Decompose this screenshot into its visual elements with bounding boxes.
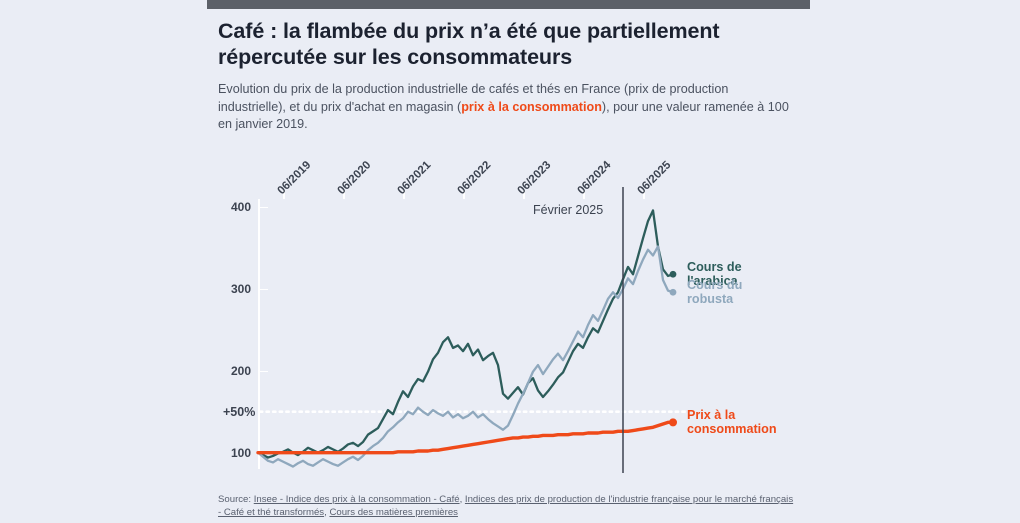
y-axis-line <box>258 199 260 469</box>
x-axis-label: 06/2020 <box>335 159 374 197</box>
x-axis-tick <box>523 190 525 199</box>
x-axis-label: 06/2023 <box>515 159 554 197</box>
x-axis-tick <box>403 190 405 199</box>
source-note: Source: Insee - Indice des prix à la con… <box>218 494 798 519</box>
y-axis-label: 200 <box>230 363 251 378</box>
subtitle-text-1: Evolution du prix de la production indus… <box>218 82 729 114</box>
source-link-3[interactable]: Cours des matières premières <box>329 506 458 518</box>
source-sep-2: , <box>324 506 330 518</box>
x-axis-tick <box>343 190 345 199</box>
y-axis-label: 400 <box>230 200 251 215</box>
top-accent-bar <box>207 0 810 9</box>
x-axis-tick <box>283 190 285 199</box>
series-end-marker <box>669 270 677 278</box>
chart-card: Café : la flambée du prix n’a été que pa… <box>207 9 810 523</box>
series-svg <box>256 187 689 473</box>
source-sep-1: , <box>459 494 465 505</box>
source-link-1[interactable]: Insee - Indice des prix à la consommatio… <box>253 494 460 505</box>
subtitle-highlight: prix à la consommation <box>461 99 602 114</box>
series-line <box>256 245 675 468</box>
series-label-line: Prix à la <box>687 408 736 423</box>
series-label: Prix à la consommation <box>687 408 777 436</box>
x-axis-label: 06/2025 <box>635 159 674 197</box>
series-label-line: consommation <box>687 422 777 437</box>
line-chart: 100 200 300 400 06/2019 06/2020 06/2021 06/202… <box>218 141 810 486</box>
x-axis-tick <box>583 190 585 199</box>
x-axis-label: 06/2024 <box>575 159 614 197</box>
subtitle-text-2: ), pour une valeur ramenée à 100 en janv… <box>218 99 789 132</box>
series-end-marker <box>669 288 677 296</box>
source-link-2[interactable]: Indices des prix de production de l'indu… <box>218 494 794 518</box>
x-axis-label: 06/2019 <box>275 159 314 197</box>
y-gridline <box>258 289 268 290</box>
reference-label-50: +50% <box>223 404 256 419</box>
y-gridline <box>258 207 268 209</box>
series-line <box>256 209 675 459</box>
series-label-line: l'arabica <box>687 274 738 289</box>
y-axis-label: 300 <box>230 282 251 296</box>
x-axis-label: 06/2021 <box>395 159 434 197</box>
source-prefix: Source: <box>218 494 254 505</box>
plot-area: 100 200 300 400 06/2019 06/2020 06/2021 06/202… <box>223 159 777 473</box>
chart-subtitle: Evolution du prix de la production indus… <box>218 81 798 134</box>
series-label: Cours de l'arabica <box>687 260 742 288</box>
x-axis-tick <box>463 190 465 199</box>
series-canvas <box>256 187 689 473</box>
series-end-marker <box>669 418 677 427</box>
x-axis-tick <box>643 190 645 199</box>
y-gridline <box>258 370 268 372</box>
page-title: Café : la flambée du prix n’a été que pa… <box>218 19 720 69</box>
y-axis-label: 100 <box>230 445 251 460</box>
x-axis-label: 06/2022 <box>455 159 494 197</box>
series-label: Cours du robusta <box>687 278 742 306</box>
series-label-line: Cours de <box>687 260 742 275</box>
event-marker-label: Février 2025 <box>533 203 604 217</box>
series-label-line: Cours du <box>687 278 743 293</box>
series-line <box>256 420 675 455</box>
series-label-line: robusta <box>687 292 734 307</box>
